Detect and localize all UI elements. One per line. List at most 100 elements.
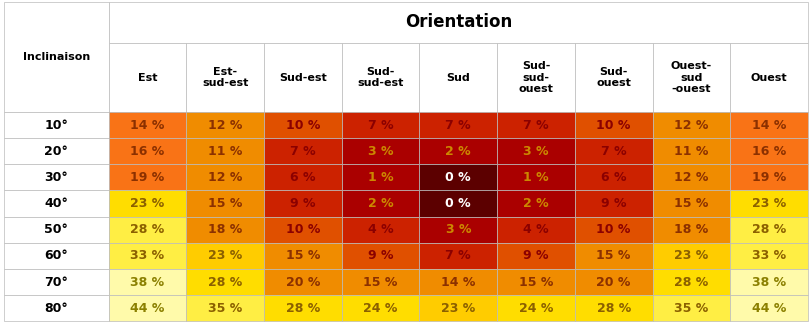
- Text: 15 %: 15 %: [518, 276, 552, 289]
- Text: Inclinaison: Inclinaison: [23, 52, 90, 62]
- Bar: [109, 43, 186, 112]
- Bar: [652, 217, 729, 243]
- Text: 10 %: 10 %: [596, 223, 630, 236]
- Text: 35 %: 35 %: [208, 302, 242, 315]
- Bar: [574, 295, 652, 321]
- Bar: [341, 138, 418, 164]
- Text: 10 %: 10 %: [285, 223, 320, 236]
- Text: 30°: 30°: [45, 171, 68, 184]
- Text: 0 %: 0 %: [445, 197, 470, 210]
- Bar: [652, 164, 729, 191]
- Bar: [109, 217, 186, 243]
- Text: 19 %: 19 %: [751, 171, 785, 184]
- Text: 23 %: 23 %: [673, 249, 708, 262]
- Text: 12 %: 12 %: [208, 171, 242, 184]
- Text: 7 %: 7 %: [290, 145, 315, 158]
- Bar: [4, 243, 109, 269]
- Text: 4 %: 4 %: [367, 223, 393, 236]
- Bar: [4, 2, 109, 112]
- Text: 15 %: 15 %: [363, 276, 397, 289]
- Bar: [186, 164, 264, 191]
- Text: 80°: 80°: [45, 302, 68, 315]
- Bar: [341, 43, 418, 112]
- Bar: [496, 217, 574, 243]
- Bar: [418, 112, 496, 138]
- Bar: [652, 243, 729, 269]
- Text: 50°: 50°: [45, 223, 68, 236]
- Text: 23 %: 23 %: [751, 197, 785, 210]
- Bar: [4, 217, 109, 243]
- Text: 3 %: 3 %: [445, 223, 470, 236]
- Bar: [729, 138, 807, 164]
- Bar: [652, 112, 729, 138]
- Bar: [341, 164, 418, 191]
- Bar: [109, 164, 186, 191]
- Text: 15 %: 15 %: [596, 249, 630, 262]
- Text: 15 %: 15 %: [673, 197, 708, 210]
- Text: 44 %: 44 %: [130, 302, 165, 315]
- Text: 28 %: 28 %: [130, 223, 165, 236]
- Text: 0 %: 0 %: [445, 171, 470, 184]
- Text: 35 %: 35 %: [673, 302, 708, 315]
- Bar: [264, 269, 341, 295]
- Bar: [186, 191, 264, 217]
- Bar: [4, 138, 109, 164]
- Bar: [574, 269, 652, 295]
- Text: 28 %: 28 %: [285, 302, 320, 315]
- Text: 16 %: 16 %: [751, 145, 785, 158]
- Text: Est: Est: [138, 73, 157, 83]
- Bar: [729, 269, 807, 295]
- Text: 28 %: 28 %: [673, 276, 708, 289]
- Bar: [652, 295, 729, 321]
- Bar: [652, 191, 729, 217]
- Bar: [496, 191, 574, 217]
- Bar: [496, 138, 574, 164]
- Bar: [418, 191, 496, 217]
- Text: Sud-est: Sud-est: [279, 73, 326, 83]
- Text: 60°: 60°: [45, 249, 68, 262]
- Text: Est-
sud-est: Est- sud-est: [202, 67, 248, 89]
- Text: 1 %: 1 %: [522, 171, 548, 184]
- Bar: [109, 2, 807, 43]
- Bar: [496, 243, 574, 269]
- Text: 70°: 70°: [45, 276, 68, 289]
- Bar: [496, 112, 574, 138]
- Bar: [652, 138, 729, 164]
- Bar: [574, 112, 652, 138]
- Bar: [264, 43, 341, 112]
- Text: 23 %: 23 %: [208, 249, 242, 262]
- Bar: [496, 164, 574, 191]
- Bar: [496, 269, 574, 295]
- Bar: [4, 269, 109, 295]
- Bar: [418, 243, 496, 269]
- Text: 2 %: 2 %: [445, 145, 470, 158]
- Bar: [341, 295, 418, 321]
- Bar: [109, 269, 186, 295]
- Text: 15 %: 15 %: [285, 249, 320, 262]
- Bar: [652, 269, 729, 295]
- Text: 1 %: 1 %: [367, 171, 393, 184]
- Text: 14 %: 14 %: [440, 276, 475, 289]
- Text: 18 %: 18 %: [208, 223, 242, 236]
- Text: 23 %: 23 %: [440, 302, 474, 315]
- Bar: [264, 243, 341, 269]
- Text: Ouest: Ouest: [750, 73, 787, 83]
- Bar: [264, 112, 341, 138]
- Text: 20 %: 20 %: [285, 276, 320, 289]
- Text: 6 %: 6 %: [600, 171, 625, 184]
- Bar: [186, 217, 264, 243]
- Bar: [341, 217, 418, 243]
- Bar: [186, 295, 264, 321]
- Text: 10 %: 10 %: [596, 119, 630, 131]
- Bar: [264, 191, 341, 217]
- Text: Ouest-
sud
-ouest: Ouest- sud -ouest: [670, 61, 711, 94]
- Text: 20 %: 20 %: [596, 276, 630, 289]
- Text: 18 %: 18 %: [673, 223, 708, 236]
- Text: 15 %: 15 %: [208, 197, 242, 210]
- Text: 14 %: 14 %: [130, 119, 165, 131]
- Bar: [186, 138, 264, 164]
- Bar: [4, 295, 109, 321]
- Text: 19 %: 19 %: [130, 171, 165, 184]
- Bar: [341, 269, 418, 295]
- Bar: [109, 295, 186, 321]
